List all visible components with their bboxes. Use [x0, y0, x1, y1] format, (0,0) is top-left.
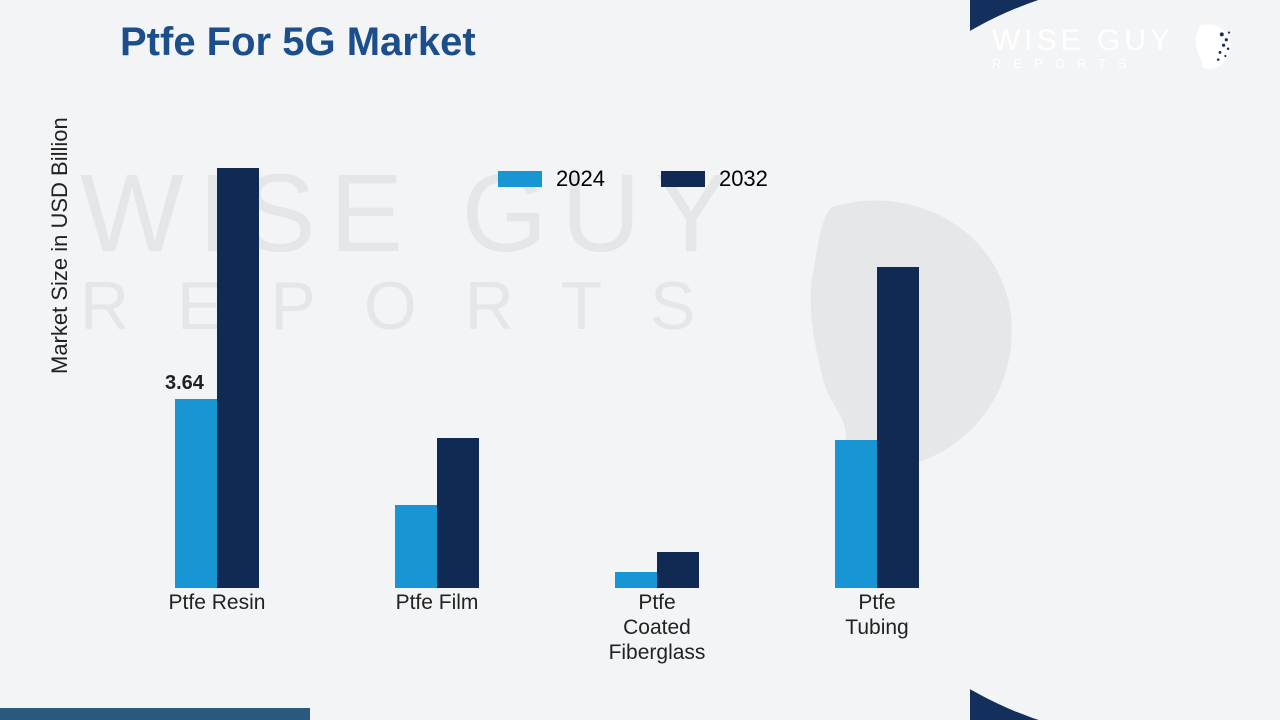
brand-head-icon [1184, 20, 1238, 74]
y-axis-label: Market Size in USD Billion [47, 117, 73, 374]
bottom-accent-bar [0, 708, 310, 720]
category-label: Ptfe Resin [127, 590, 307, 615]
bar-group [835, 267, 919, 588]
bar [217, 168, 259, 588]
brand-logo-text: WISE GUY REPORTS [992, 24, 1174, 71]
bar [437, 438, 479, 588]
brand-logo-line2: REPORTS [992, 56, 1174, 71]
brand-logo: WISE GUY REPORTS [992, 20, 1252, 74]
bar-group [395, 438, 479, 588]
bar [835, 440, 877, 588]
category-label: PtfeTubing [787, 590, 967, 640]
bar [877, 267, 919, 588]
bar [395, 505, 437, 588]
chart-title: Ptfe For 5G Market [120, 20, 476, 65]
right-band [970, 0, 1280, 720]
brand-logo-line1: WISE GUY [992, 24, 1174, 58]
category-label: PtfeCoatedFiberglass [567, 590, 747, 666]
chart-area: Market Size in USD Billion Ptfe ResinPtf… [55, 158, 955, 688]
category-label: Ptfe Film [347, 590, 527, 615]
bar [615, 572, 657, 588]
bar [657, 552, 699, 588]
bar [175, 399, 217, 588]
bar-group [615, 552, 699, 588]
plot-area: Ptfe ResinPtfe FilmPtfeCoatedFiberglassP… [115, 158, 955, 588]
value-label: 3.64 [165, 372, 204, 395]
